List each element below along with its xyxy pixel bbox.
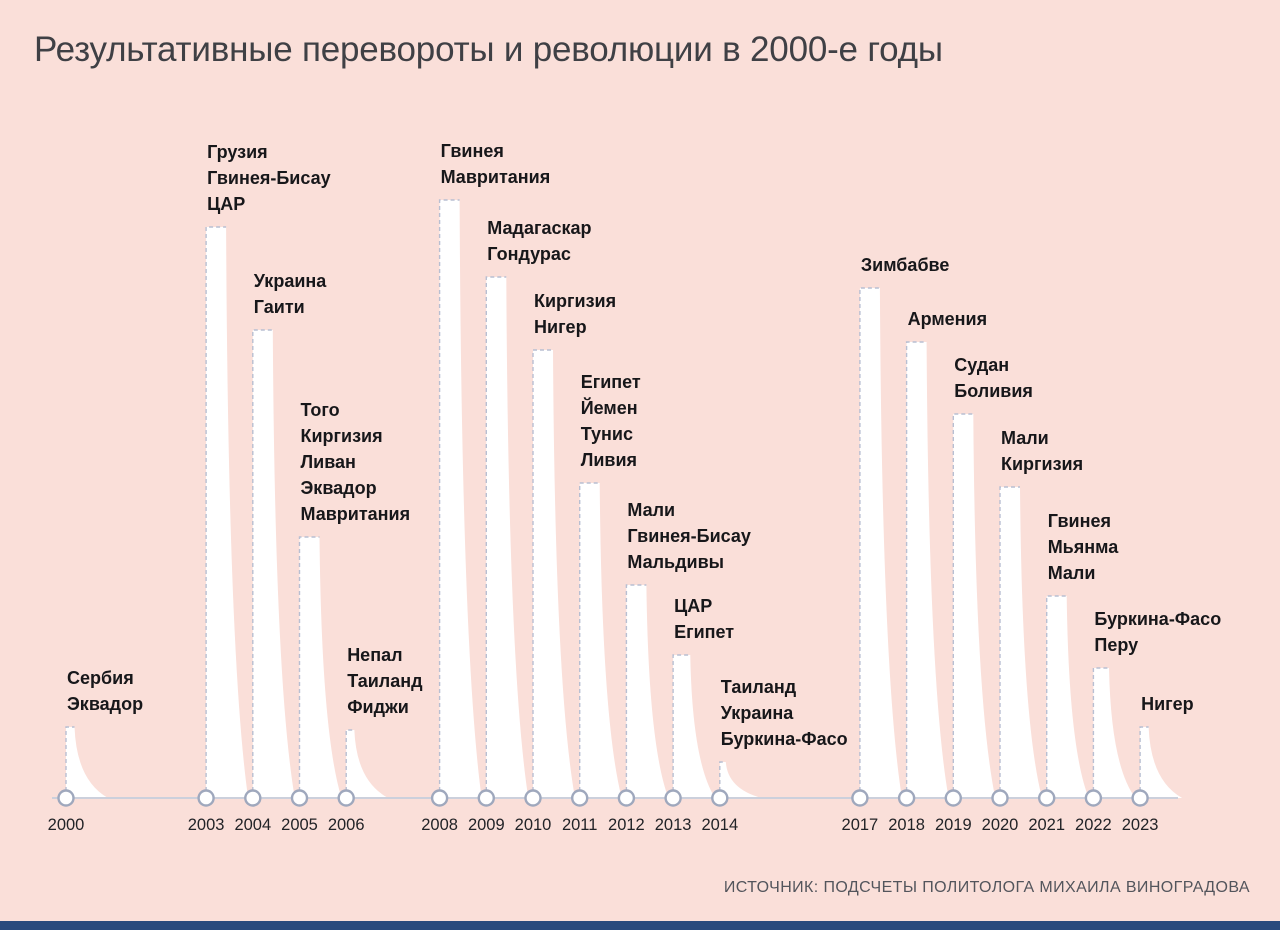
spike-2011 <box>579 483 622 798</box>
spike-2017 <box>859 288 902 798</box>
spike-2010 <box>533 350 575 798</box>
spike-dash-2000 <box>65 726 75 798</box>
spike-dash-2013 <box>672 654 691 798</box>
spike-2008 <box>439 200 482 798</box>
spike-2023 <box>1140 727 1183 798</box>
timeline-node-2023 <box>1131 789 1149 807</box>
footer-bar <box>0 921 1280 930</box>
spike-dash-2022 <box>1092 667 1109 798</box>
timeline-node-2017 <box>851 789 869 807</box>
page-title: Результативные перевороты и революции в … <box>34 30 943 69</box>
spike-dash-2005 <box>298 536 320 798</box>
spike-2009 <box>486 277 529 798</box>
timeline-node-2019 <box>944 789 962 807</box>
timeline-node-2020 <box>991 789 1009 807</box>
spike-dash-2011 <box>579 482 600 798</box>
spike-2021 <box>1046 596 1089 798</box>
timeline-node-2009 <box>477 789 495 807</box>
timeline-node-2010 <box>524 789 542 807</box>
spike-2004 <box>252 330 295 798</box>
spike-2012 <box>626 585 669 798</box>
spike-2020 <box>1000 487 1042 798</box>
spike-2013 <box>673 655 716 798</box>
source-note: ИСТОЧНИК: ПОДСЧЕТЫ ПОЛИТОЛОГА МИХАИЛА ВИ… <box>723 879 1250 896</box>
timeline-node-2013 <box>664 789 682 807</box>
spike-dash-2019 <box>952 413 974 798</box>
timeline-node-2022 <box>1084 789 1103 807</box>
spike-2022 <box>1093 668 1136 798</box>
timeline-node-2000 <box>57 789 75 807</box>
spike-dash-2020 <box>999 486 1020 798</box>
spike-2006 <box>346 730 389 798</box>
spike-dash-2014 <box>719 761 726 798</box>
timeline-node-2006 <box>337 789 355 807</box>
timeline-node-2012 <box>617 789 636 807</box>
spike-2014 <box>719 762 762 798</box>
spike-dash-2006 <box>345 729 355 798</box>
timeline-node-2003 <box>197 789 215 807</box>
spike-2003 <box>206 227 249 798</box>
spike-2000 <box>66 727 108 798</box>
spike-2005 <box>299 537 342 798</box>
spike-dash-2017 <box>859 287 880 798</box>
spike-dash-2008 <box>438 199 460 798</box>
timeline-node-2005 <box>290 789 309 807</box>
timeline-node-2021 <box>1037 789 1056 807</box>
timeline-node-2018 <box>897 789 916 807</box>
spike-2018 <box>906 342 949 798</box>
spike-dash-2012 <box>625 584 647 798</box>
timeline-node-2014 <box>711 789 729 807</box>
spike-dash-2009 <box>485 276 507 798</box>
spike-dash-2023 <box>1139 726 1149 798</box>
spike-dash-2010 <box>532 349 553 798</box>
spike-dash-2004 <box>252 329 273 798</box>
timeline-node-2008 <box>430 789 449 807</box>
timeline-node-2004 <box>244 789 262 807</box>
timeline-node-2011 <box>571 789 589 807</box>
spike-dash-2018 <box>905 341 927 798</box>
spike-dash-2003 <box>205 226 227 798</box>
spike-2019 <box>953 414 996 798</box>
